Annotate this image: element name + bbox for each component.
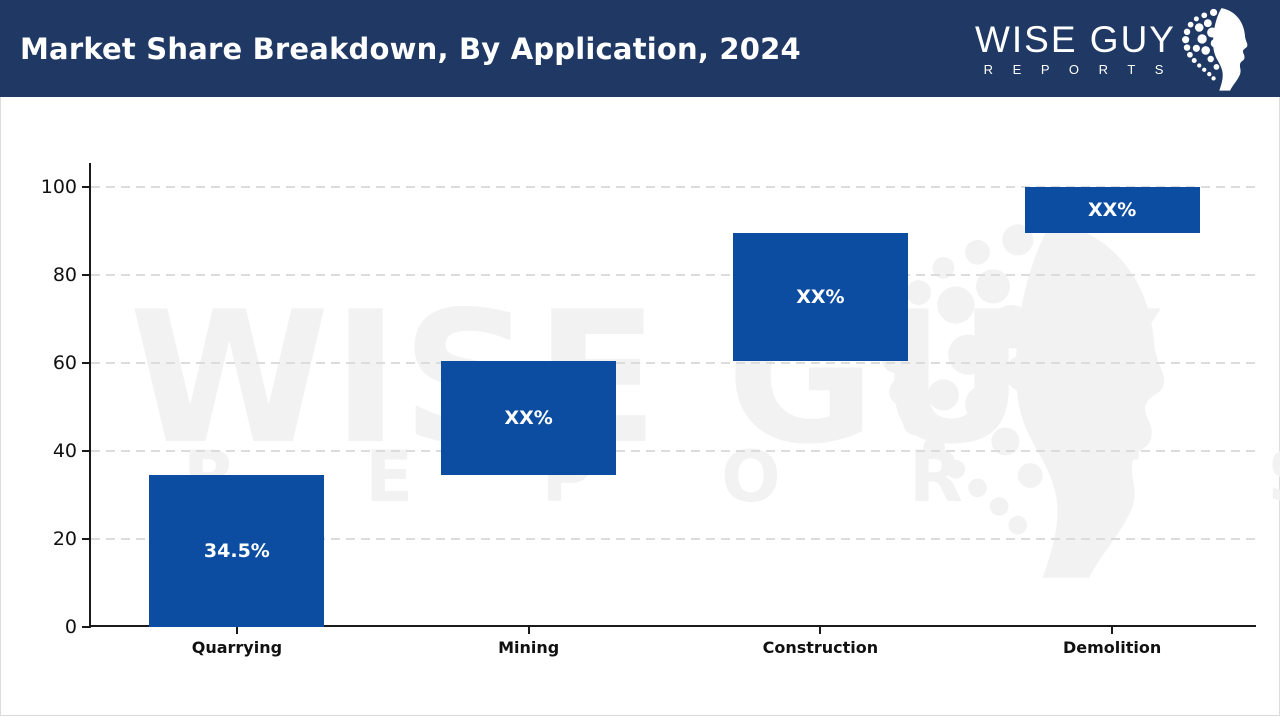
x-axis-tick-mark [235, 625, 238, 634]
y-axis-tick-mark [82, 185, 91, 188]
header: Market Share Breakdown, By Application, … [0, 0, 1280, 97]
bar-value-label: XX% [796, 285, 845, 308]
brand-logo: WISE GUY R E P O R T S [975, 6, 1252, 92]
brand-subtitle: R E P O R T S [983, 61, 1172, 77]
y-axis-tick-mark [82, 537, 91, 540]
gridline-y-20 [91, 537, 1256, 540]
bar-value-label: XX% [504, 406, 553, 429]
y-axis-tick-label: 20 [52, 527, 77, 550]
bar-value-label: XX% [1087, 199, 1137, 222]
y-axis-tick-label: 0 [64, 616, 77, 638]
watermark-dotted-head-icon [869, 212, 1179, 588]
brand-name: WISE GUY [974, 18, 1176, 60]
plot-area: 0 20 40 60 80 100 34.5% Quarrying XX% Mining XX% Co… [41, 163, 1256, 657]
gridline-y-40 [91, 449, 1256, 452]
page-title: Market Share Breakdown, By Application, … [20, 31, 801, 66]
x-axis-tick-mark [527, 625, 530, 634]
bar-value-label: 34.5% [203, 540, 270, 563]
gridline-y-100 [91, 185, 1256, 188]
brand-logo-text: WISE GUY R E P O R T S [975, 21, 1176, 77]
chart-area: WISE GUY R E P O R T S 0 20 40 60 80 100 34.5%… [0, 97, 1280, 716]
x-axis-category-label: Mining [498, 638, 560, 657]
bar-demolition: XX% [1024, 186, 1200, 234]
gridline-y-80 [91, 273, 1256, 276]
y-axis-tick-label: 60 [52, 351, 77, 374]
x-axis-tick-mark [1111, 625, 1114, 634]
x-axis-category-label: Construction [762, 638, 879, 657]
bar-mining: XX% [441, 360, 617, 476]
y-axis-tick-label: 100 [40, 175, 77, 198]
y-axis-tick-label: 40 [52, 439, 77, 462]
x-axis-tick-mark [819, 625, 822, 634]
x-axis-category-label: Demolition [1062, 638, 1162, 657]
watermark-brand-text: WISE GUY [129, 272, 1162, 484]
y-axis-tick-label: 80 [52, 263, 77, 286]
y-axis-tick-mark [82, 626, 91, 628]
y-axis-tick-mark [82, 361, 91, 364]
y-axis-tick-mark [82, 449, 91, 452]
y-axis-tick-mark [82, 273, 91, 276]
bar-quarrying: 34.5% [149, 475, 325, 627]
bar-construction: XX% [732, 233, 908, 361]
gridline-y-60 [91, 361, 1256, 364]
dotted-head-icon [1178, 6, 1252, 92]
x-axis-category-label: Quarrying [191, 638, 283, 657]
